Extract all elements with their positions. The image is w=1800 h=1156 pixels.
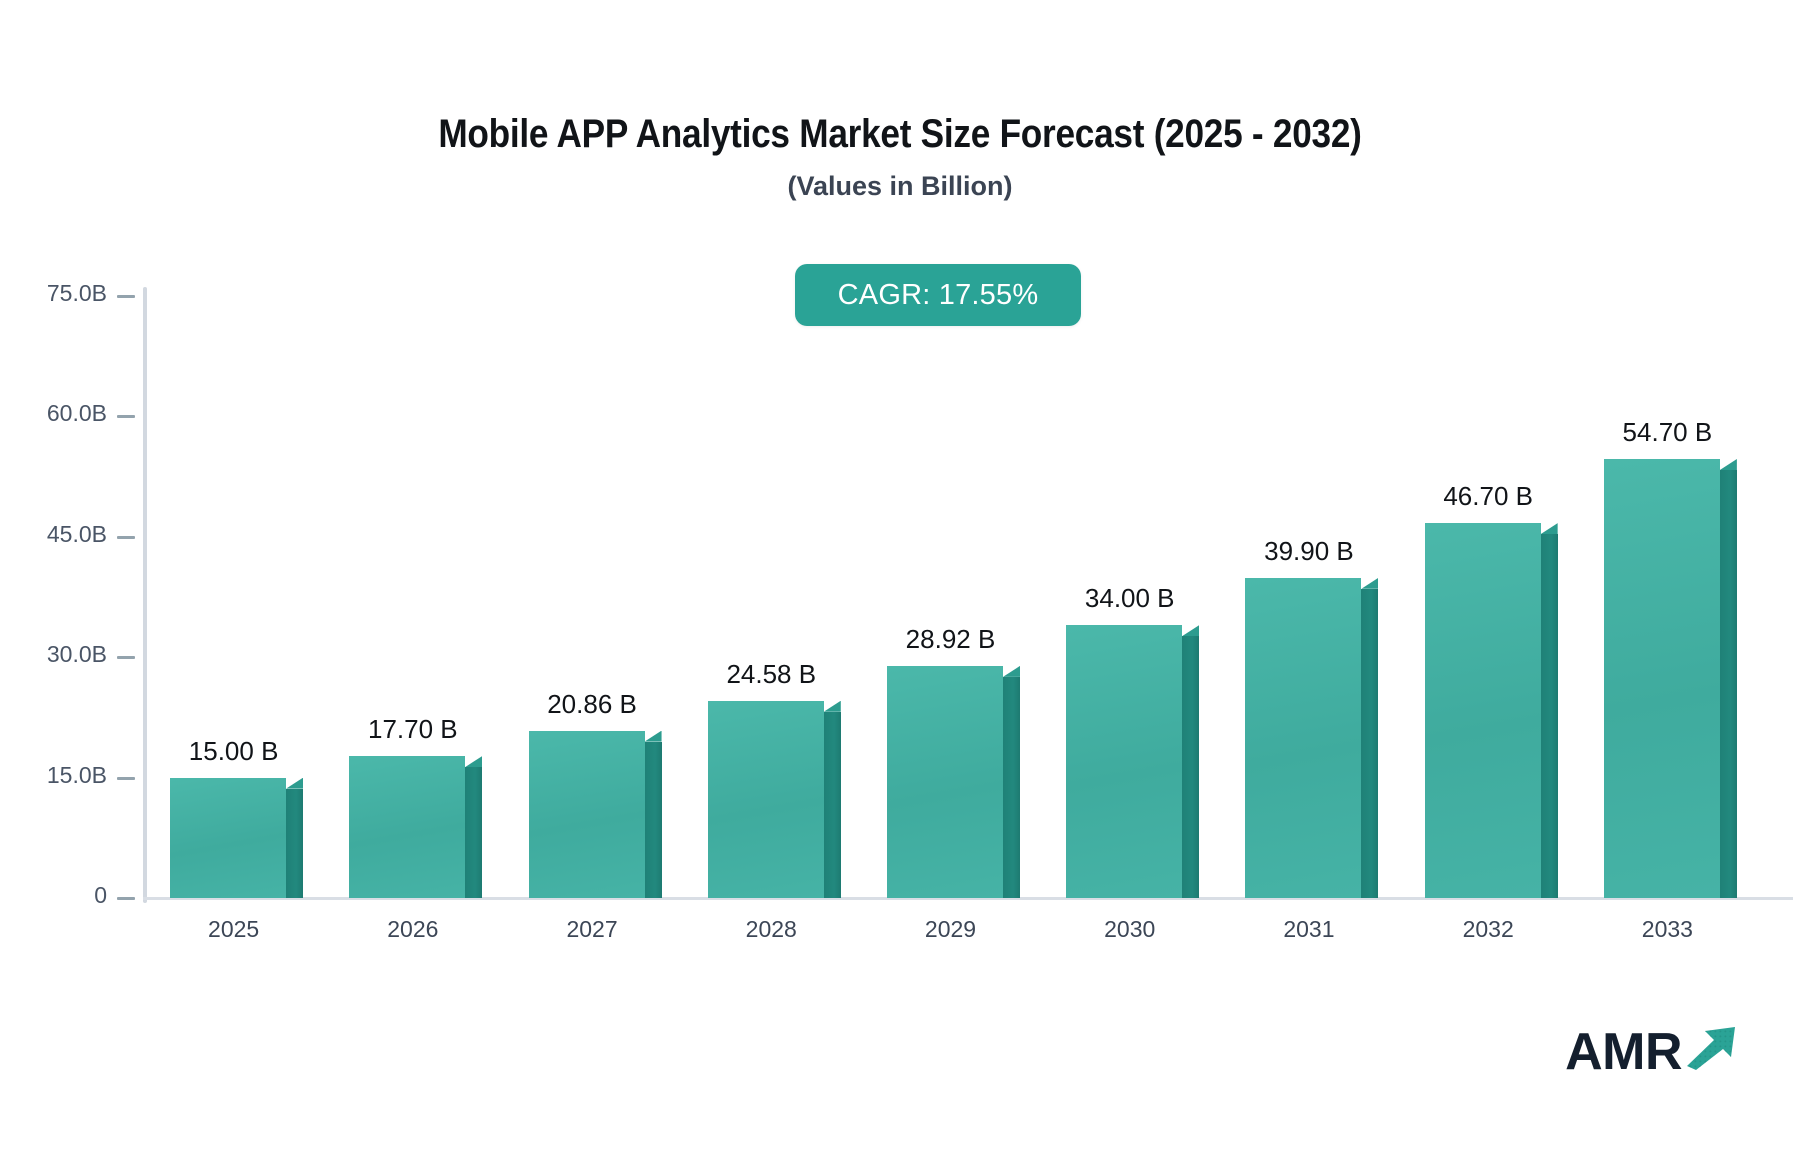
bar-front-face	[1245, 577, 1362, 898]
y-axis-line	[143, 287, 147, 903]
bar-value-label: 17.70 B	[368, 713, 458, 744]
bar-value-label: 20.86 B	[547, 688, 637, 719]
bar-value-label: 46.70 B	[1443, 481, 1533, 512]
bar-top-face	[286, 777, 304, 789]
bar-front-face	[528, 730, 645, 898]
x-axis-tick-label: 2033	[1641, 916, 1693, 942]
y-axis-tick-label: 60.0B	[46, 400, 107, 427]
x-axis-tick-label: 2030	[1104, 916, 1156, 942]
x-axis-tick-label: 2031	[1283, 916, 1335, 942]
amr-logo-text: AMR	[1565, 1023, 1682, 1081]
x-axis-tick-label: 2027	[566, 916, 618, 942]
bar[interactable]: 20.86 B	[528, 689, 662, 898]
bar-top-face	[644, 730, 662, 742]
bar-front-face	[1066, 625, 1183, 898]
bar-value-label: 24.58 B	[726, 658, 817, 689]
cagr-badge: CAGR: 17.55%	[795, 264, 1081, 326]
bar-side-face	[465, 766, 483, 898]
y-axis-tick-label: 45.0B	[46, 520, 107, 547]
bar[interactable]: 24.58 B	[707, 659, 841, 898]
y-axis-tick-mark	[117, 897, 135, 900]
x-axis-tick-label: 2029	[924, 916, 977, 942]
bar-side-face	[1540, 534, 1558, 898]
y-axis-tick-label: 75.0B	[46, 280, 107, 306]
x-axis-tick-label: 2026	[387, 916, 439, 942]
x-axis-line	[143, 897, 1793, 900]
bar-top-face	[1540, 523, 1558, 535]
bar-front-face	[170, 777, 287, 898]
bar-side-face	[1003, 676, 1020, 898]
bar-top-face	[465, 755, 483, 767]
bar-front-face	[1424, 523, 1541, 898]
y-axis-tick-label: 0	[94, 882, 107, 908]
y-axis-tick-mark	[117, 535, 135, 539]
y-axis-tick-mark	[117, 776, 135, 780]
bar[interactable]: 46.70 B	[1424, 481, 1558, 898]
bar-front-face	[887, 665, 1003, 898]
x-axis-tick-label: 2025	[208, 916, 260, 942]
bar-front-face	[1603, 458, 1720, 898]
bar-value-label: 34.00 B	[1084, 583, 1175, 614]
bar-value-label: 28.92 B	[905, 623, 996, 654]
cagr-badge-label: CAGR: 17.55%	[837, 278, 1039, 311]
bar[interactable]: 17.70 B	[349, 714, 483, 898]
x-axis-tick-label: 2028	[745, 916, 797, 942]
y-axis-tick-mark	[117, 415, 135, 419]
amr-logo: AMR	[1565, 1025, 1738, 1078]
bar-top-face	[1003, 665, 1020, 677]
chart-subtitle: (Values in Billion)	[787, 171, 1013, 201]
bar-value-label: 54.70 B	[1622, 416, 1713, 447]
bar-side-face	[1182, 636, 1200, 898]
bar[interactable]: 15.00 B	[170, 736, 304, 898]
bar-top-face	[1361, 577, 1379, 589]
bar-side-face	[644, 741, 662, 898]
page-title: Mobile APP Analytics Market Size Forecas…	[438, 112, 1362, 156]
y-axis-tick-label: 30.0B	[46, 641, 107, 668]
bar-side-face	[286, 788, 304, 898]
bar[interactable]: 54.70 B	[1603, 417, 1737, 898]
y-axis-tick-mark	[117, 295, 135, 298]
arrow-up-right-icon	[1684, 1025, 1738, 1076]
bar-front-face	[349, 755, 466, 898]
bar-top-face	[1719, 458, 1737, 470]
bar-front-face	[707, 700, 824, 898]
x-axis-tick-label: 2032	[1462, 916, 1514, 942]
y-axis-tick-label: 15.0B	[46, 761, 107, 788]
bar[interactable]: 39.90 B	[1245, 536, 1379, 898]
bar-side-face	[1719, 469, 1737, 898]
bar-side-face	[1361, 588, 1379, 898]
bar[interactable]: 34.00 B	[1066, 583, 1200, 898]
bar-top-face	[1182, 625, 1200, 637]
bar-value-label: 39.90 B	[1264, 535, 1354, 566]
bar[interactable]: 28.92 B	[887, 624, 1020, 898]
bar-side-face	[823, 711, 841, 898]
bar-top-face	[823, 700, 841, 712]
bar-value-label: 15.00 B	[188, 735, 279, 766]
y-axis-tick-mark	[117, 656, 135, 660]
